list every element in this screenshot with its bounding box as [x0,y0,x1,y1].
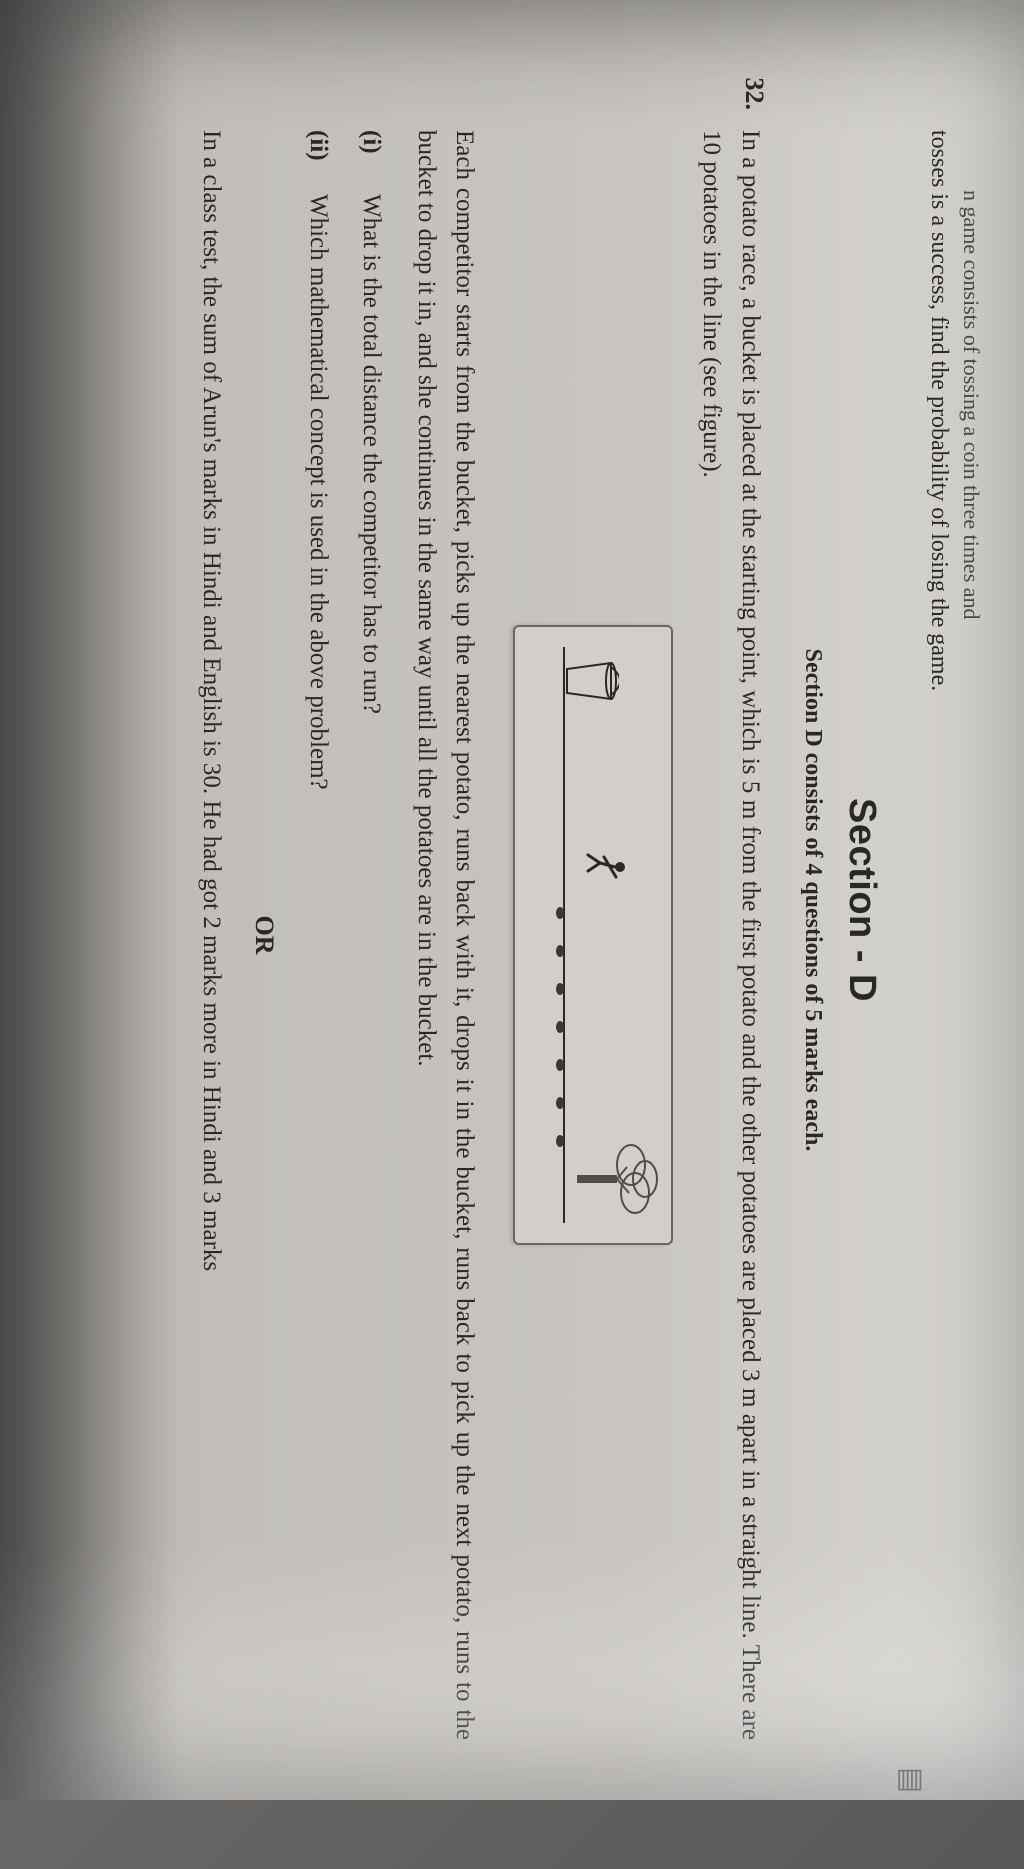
question-number: 32. [175,60,769,110]
previous-question-fragment-2: tosses is a success, find the probabilit… [925,60,952,1740]
section-title: Section - D [840,60,883,1740]
bucket-icon [566,661,620,701]
runner-icon [566,837,629,885]
or-divider: OR [244,130,284,1740]
page-bottom-shadow [0,0,180,1800]
potato-race-figure [514,625,674,1245]
alternate-question-text: In a class test, the sum of Arun's marks… [191,130,230,1740]
question-32: 32. In a potato race, a bucket is placed… [175,60,769,1740]
subpart-i-label: (i) [351,130,390,176]
subpart-i-text: What is the total distance the competito… [351,194,390,714]
ground-line [564,647,566,1223]
question-text-2: Each competitor starts from the bucket, … [406,130,484,1740]
exam-page: n game consists of tossing a coin three … [0,0,1024,1800]
previous-question-fragment-1: n game consists of tossing a coin three … [958,60,984,1740]
subpart-ii-label: (ii) [299,130,338,176]
subpart-ii-text: Which mathematical concept is used in th… [299,194,338,790]
subpart-ii: (ii) Which mathematical concept is used … [299,130,338,1740]
page-edge-mark-icon: ▤ [894,1767,929,1793]
tree-icon [566,1143,668,1215]
question-text-1: In a potato race, a bucket is placed at … [692,130,770,1740]
section-subtitle: Section D consists of 4 questions of 5 m… [799,60,826,1740]
question-body: In a potato race, a bucket is placed at … [175,130,769,1740]
subpart-i: (i) What is the total distance the compe… [351,130,390,1740]
figure-container [514,130,674,1740]
